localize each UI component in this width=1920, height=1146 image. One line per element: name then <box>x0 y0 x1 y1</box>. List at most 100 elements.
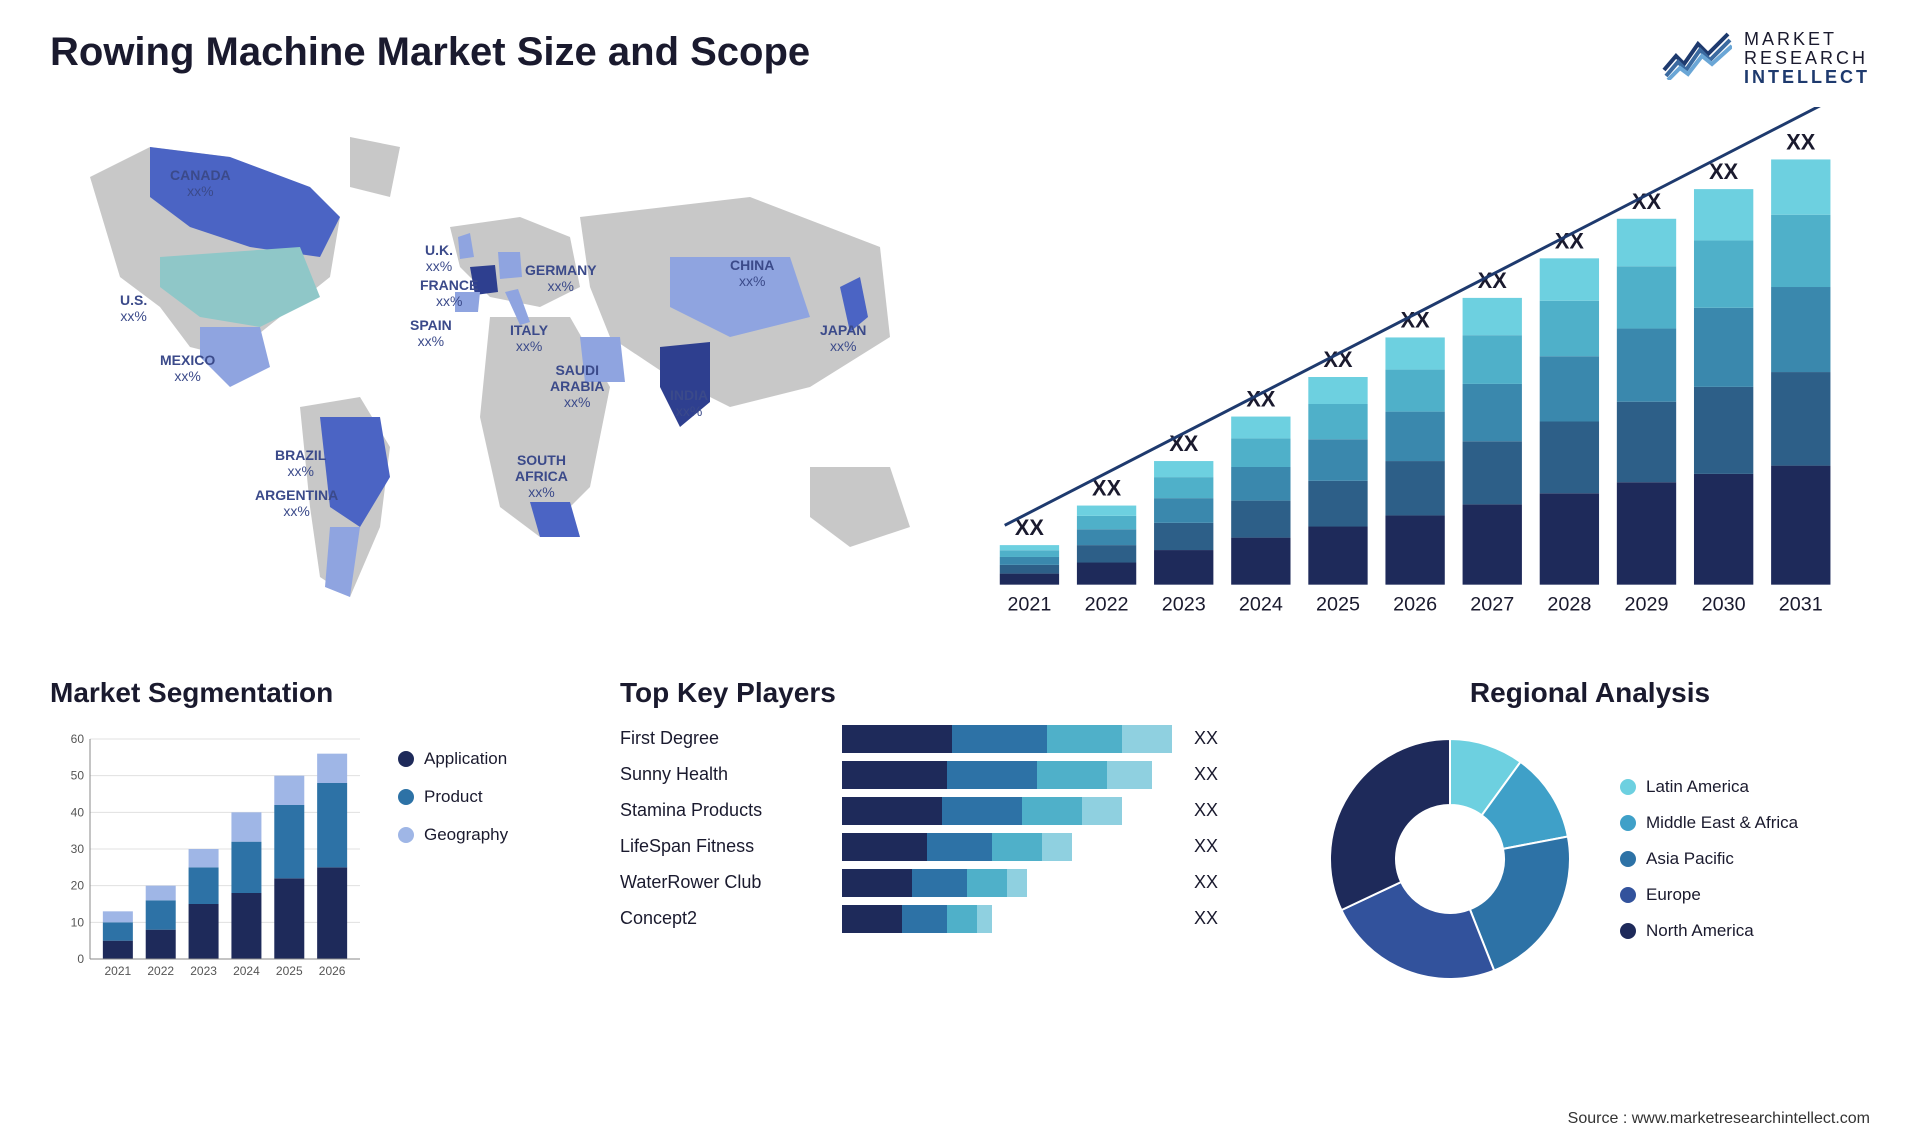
key-players-list: First DegreeXXSunny HealthXXStamina Prod… <box>620 719 1260 933</box>
player-row: WaterRower Club XX <box>620 869 1260 897</box>
player-name: WaterRower Club <box>620 872 830 893</box>
player-row: Concept2 XX <box>620 905 1260 933</box>
svg-text:XX: XX <box>1169 431 1199 456</box>
player-bar-segment <box>1122 725 1172 753</box>
map-label: ARGENTINAxx% <box>255 487 338 519</box>
map-label: CHINAxx% <box>730 257 774 289</box>
player-bar <box>842 725 1182 753</box>
legend-dot-icon <box>398 789 414 805</box>
map-label: JAPANxx% <box>820 322 866 354</box>
player-row: Stamina Products XX <box>620 797 1260 825</box>
segmentation-chart: 0102030405060202120222023202420252026 <box>50 719 380 999</box>
player-bar <box>842 905 1182 933</box>
map-label: SPAINxx% <box>410 317 452 349</box>
player-value: XX <box>1194 908 1218 929</box>
svg-text:2026: 2026 <box>319 964 346 978</box>
player-bar-segment <box>1037 761 1107 789</box>
segmentation-legend-item: Application <box>398 749 508 769</box>
player-name: Sunny Health <box>620 764 830 785</box>
map-label: U.S.xx% <box>120 292 147 324</box>
player-name: Stamina Products <box>620 800 830 821</box>
player-bar-segment <box>947 905 977 933</box>
player-bar-segment <box>952 725 1047 753</box>
player-bar-segment <box>977 905 992 933</box>
svg-text:2031: 2031 <box>1779 593 1823 615</box>
player-bar-segment <box>842 797 942 825</box>
player-bar-segment <box>1042 833 1072 861</box>
legend-dot-icon <box>1620 779 1636 795</box>
map-label: CANADAxx% <box>170 167 231 199</box>
map-label: FRANCExx% <box>420 277 478 309</box>
player-row: First Degree XX <box>620 725 1260 753</box>
svg-text:50: 50 <box>71 768 85 782</box>
world-map-panel: CANADAxx%U.S.xx%MEXICOxx%BRAZILxx%ARGENT… <box>50 107 950 647</box>
regional-legend-item: Latin America <box>1620 777 1798 797</box>
svg-text:2023: 2023 <box>1162 593 1206 615</box>
player-bar-segment <box>902 905 947 933</box>
player-bar-segment <box>842 833 927 861</box>
player-bar-segment <box>992 833 1042 861</box>
bottom-row: Market Segmentation 01020304050602021202… <box>50 677 1870 999</box>
player-bar <box>842 761 1182 789</box>
map-label: BRAZILxx% <box>275 447 326 479</box>
player-bar-segment <box>912 869 967 897</box>
regional-panel: Regional Analysis Latin America Middle Ea… <box>1310 677 1870 999</box>
regional-legend-item: Asia Pacific <box>1620 849 1798 869</box>
svg-text:XX: XX <box>1709 159 1739 184</box>
map-label: SOUTHAFRICAxx% <box>515 452 568 500</box>
svg-text:2024: 2024 <box>1239 593 1283 615</box>
segmentation-heading: Market Segmentation <box>50 677 570 709</box>
logo-line2: RESEARCH <box>1744 49 1870 68</box>
svg-text:60: 60 <box>71 732 85 746</box>
main-bar-chart: XXXXXXXXXXXXXXXXXXXXXX 20212022202320242… <box>980 107 1870 647</box>
page-title: Rowing Machine Market Size and Scope <box>50 30 810 75</box>
player-bar-segment <box>947 761 1037 789</box>
svg-text:2021: 2021 <box>105 964 132 978</box>
map-label: SAUDIARABIAxx% <box>550 362 604 410</box>
svg-text:2022: 2022 <box>147 964 174 978</box>
player-bar <box>842 797 1182 825</box>
player-bar-segment <box>1107 761 1152 789</box>
svg-text:2028: 2028 <box>1547 593 1591 615</box>
svg-text:40: 40 <box>71 805 85 819</box>
regional-legend-item: Europe <box>1620 885 1798 905</box>
segmentation-legend: Application Product Geography <box>398 719 508 999</box>
player-bar-segment <box>1047 725 1122 753</box>
key-players-panel: Top Key Players First DegreeXXSunny Heal… <box>620 677 1260 999</box>
svg-text:30: 30 <box>71 842 85 856</box>
legend-dot-icon <box>1620 851 1636 867</box>
legend-label: North America <box>1646 921 1754 941</box>
player-bar <box>842 833 1182 861</box>
map-label: U.K.xx% <box>425 242 453 274</box>
svg-text:20: 20 <box>71 878 85 892</box>
player-value: XX <box>1194 836 1218 857</box>
legend-dot-icon <box>398 827 414 843</box>
svg-text:2021: 2021 <box>1007 593 1051 615</box>
svg-text:2026: 2026 <box>1393 593 1437 615</box>
segmentation-legend-item: Geography <box>398 825 508 845</box>
svg-text:10: 10 <box>71 915 85 929</box>
player-name: First Degree <box>620 728 830 749</box>
player-value: XX <box>1194 728 1218 749</box>
svg-text:2024: 2024 <box>233 964 260 978</box>
player-bar-segment <box>842 869 912 897</box>
map-label: INDIAxx% <box>670 387 708 419</box>
legend-dot-icon <box>1620 923 1636 939</box>
source-attribution: Source : www.marketresearchintellect.com <box>1568 1110 1870 1128</box>
svg-text:2030: 2030 <box>1702 593 1746 615</box>
header: Rowing Machine Market Size and Scope MAR… <box>50 30 1870 87</box>
regional-heading: Regional Analysis <box>1310 677 1870 709</box>
player-value: XX <box>1194 800 1218 821</box>
player-value: XX <box>1194 872 1218 893</box>
svg-text:2025: 2025 <box>276 964 303 978</box>
legend-dot-icon <box>1620 815 1636 831</box>
svg-text:XX: XX <box>1786 129 1816 154</box>
regional-donut-chart <box>1310 719 1590 999</box>
regional-legend-item: Middle East & Africa <box>1620 813 1798 833</box>
legend-label: Europe <box>1646 885 1701 905</box>
player-name: Concept2 <box>620 908 830 929</box>
legend-label: Application <box>424 749 507 769</box>
legend-label: Product <box>424 787 483 807</box>
legend-label: Geography <box>424 825 508 845</box>
svg-text:2025: 2025 <box>1316 593 1360 615</box>
